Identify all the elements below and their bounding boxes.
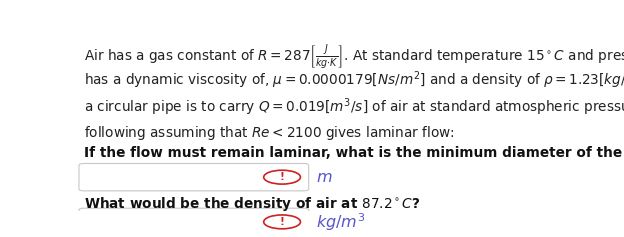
FancyBboxPatch shape (79, 164, 309, 191)
Text: has a dynamic viscosity of, $\mu = 0.0000179[Ns/m^2]$ and a density of $\rho = 1: has a dynamic viscosity of, $\mu = 0.000… (84, 69, 624, 91)
Text: What would be the density of air at $87.2^\circ C$?: What would be the density of air at $87.… (84, 195, 420, 213)
Text: If the flow must remain laminar, what is the minimum diameter of the pipe?: If the flow must remain laminar, what is… (84, 146, 624, 160)
Text: !: ! (280, 172, 285, 182)
FancyBboxPatch shape (79, 208, 309, 236)
Text: following assuming that $Re < 2100$ gives laminar flow:: following assuming that $Re < 2100$ give… (84, 124, 454, 142)
Text: Air has a gas constant of $R = 287\left[\frac{J}{kg{\cdot}K}\right]$. At standar: Air has a gas constant of $R = 287\left[… (84, 42, 624, 71)
Text: !: ! (280, 217, 285, 227)
Text: $kg/m^3$: $kg/m^3$ (316, 211, 365, 233)
Text: a circular pipe is to carry $Q = 0.019[m^3/s]$ of air at standard atmospheric pr: a circular pipe is to carry $Q = 0.019[m… (84, 97, 624, 118)
Text: $m$: $m$ (316, 170, 333, 185)
